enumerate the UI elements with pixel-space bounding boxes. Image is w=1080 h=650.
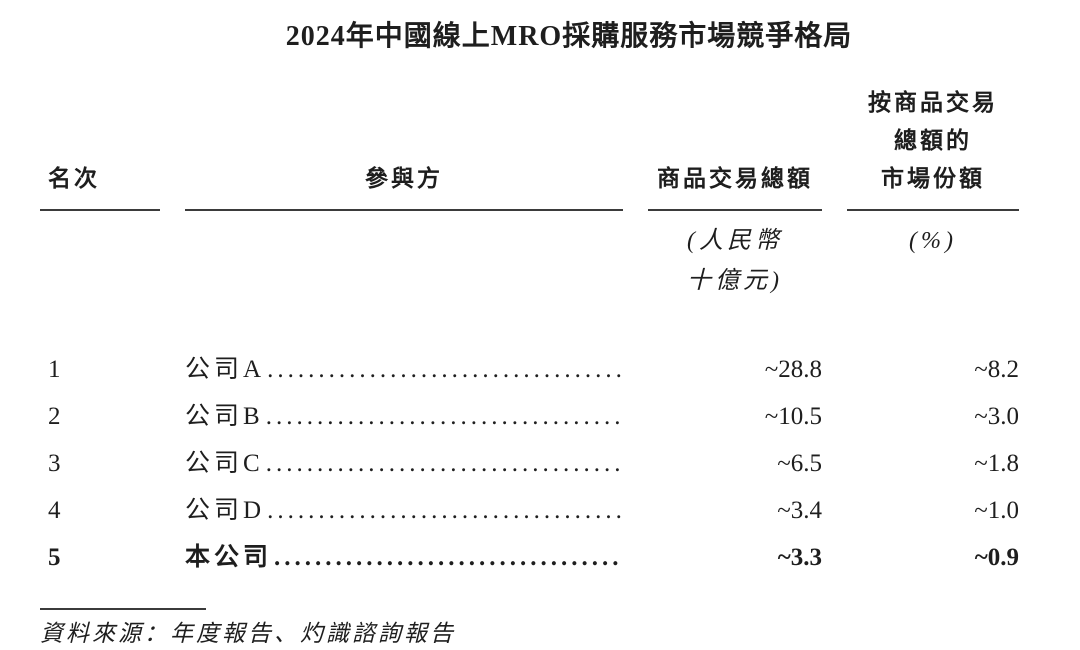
rank-cell: 3 bbox=[48, 450, 61, 477]
page-title: 2024年中國線上MRO採購服務市場競爭格局 bbox=[285, 21, 853, 52]
unit-gmv-line2: 十億元) bbox=[687, 268, 783, 294]
rank-cell: 4 bbox=[48, 497, 61, 524]
participant-name: 公司C bbox=[185, 450, 264, 477]
table-body: 1 公司A ..................................… bbox=[0, 346, 1080, 581]
table-unit-row: (人民幣 十億元) (%) bbox=[40, 221, 1020, 301]
market-share-header-line2: 總額的 bbox=[894, 127, 972, 153]
table-row-company: 5 本公司 ..................................… bbox=[40, 534, 1020, 581]
gmv-cell: ~3.3 bbox=[777, 544, 822, 571]
share-cell: ~1.0 bbox=[974, 497, 1019, 524]
unit-spacer-rank bbox=[40, 221, 160, 301]
gmv-cell: ~6.5 bbox=[777, 450, 822, 477]
dot-leader: ........................................… bbox=[267, 497, 623, 524]
share-cell: ~0.9 bbox=[974, 544, 1019, 571]
dot-leader: ........................................… bbox=[265, 403, 623, 430]
table-header-row: 名次 參與方 商品交易總額 按商品交易 總額的 市場份額 bbox=[40, 83, 1020, 211]
unit-share-value: (%) bbox=[909, 228, 957, 254]
source-divider-rule bbox=[40, 608, 206, 610]
column-header-gmv: 商品交易總額 bbox=[648, 159, 822, 211]
table-row: 4 公司D ..................................… bbox=[40, 487, 1020, 534]
unit-gmv: (人民幣 十億元) bbox=[648, 221, 822, 301]
column-header-participant: 參與方 bbox=[185, 159, 623, 211]
participant-name: 公司D bbox=[185, 497, 266, 524]
table-row: 2 公司B ..................................… bbox=[40, 393, 1020, 440]
column-header-rank: 名次 bbox=[40, 159, 160, 211]
unit-share: (%) bbox=[847, 221, 1019, 301]
source-note: 資料來源：年度報告、灼識諮詢報告 bbox=[40, 621, 456, 646]
participant-cell: 公司A ....................................… bbox=[185, 346, 623, 393]
rank-cell: 2 bbox=[48, 403, 61, 430]
dot-leader: ........................................… bbox=[267, 356, 623, 383]
share-cell: ~8.2 bbox=[974, 356, 1019, 383]
rank-cell: 5 bbox=[48, 544, 61, 571]
participant-cell: 公司D ....................................… bbox=[185, 487, 623, 534]
participant-cell: 公司C ....................................… bbox=[185, 440, 623, 487]
gmv-cell: ~10.5 bbox=[764, 403, 822, 430]
participant-cell: 公司B ....................................… bbox=[185, 393, 623, 440]
unit-gmv-line1: (人民幣 bbox=[687, 228, 783, 254]
column-header-market-share: 按商品交易 總額的 市場份額 bbox=[847, 83, 1019, 211]
gmv-cell: ~28.8 bbox=[764, 356, 822, 383]
table-row: 3 公司C ..................................… bbox=[40, 440, 1020, 487]
participant-name: 公司B bbox=[185, 403, 264, 430]
participant-name: 本公司 bbox=[185, 544, 273, 571]
participant-name: 公司A bbox=[185, 356, 266, 383]
market-share-header-line3: 市場份額 bbox=[881, 165, 985, 191]
participant-cell: 本公司 ....................................… bbox=[185, 534, 623, 581]
gmv-cell: ~3.4 bbox=[777, 497, 822, 524]
market-share-header-line1: 按商品交易 bbox=[868, 89, 998, 115]
dot-leader: ........................................… bbox=[274, 544, 623, 571]
share-cell: ~1.8 bbox=[974, 450, 1019, 477]
share-cell: ~3.0 bbox=[974, 403, 1019, 430]
rank-cell: 1 bbox=[48, 356, 61, 383]
unit-spacer-participant bbox=[185, 221, 623, 301]
table-row: 1 公司A ..................................… bbox=[40, 346, 1020, 393]
dot-leader: ........................................… bbox=[265, 450, 623, 477]
